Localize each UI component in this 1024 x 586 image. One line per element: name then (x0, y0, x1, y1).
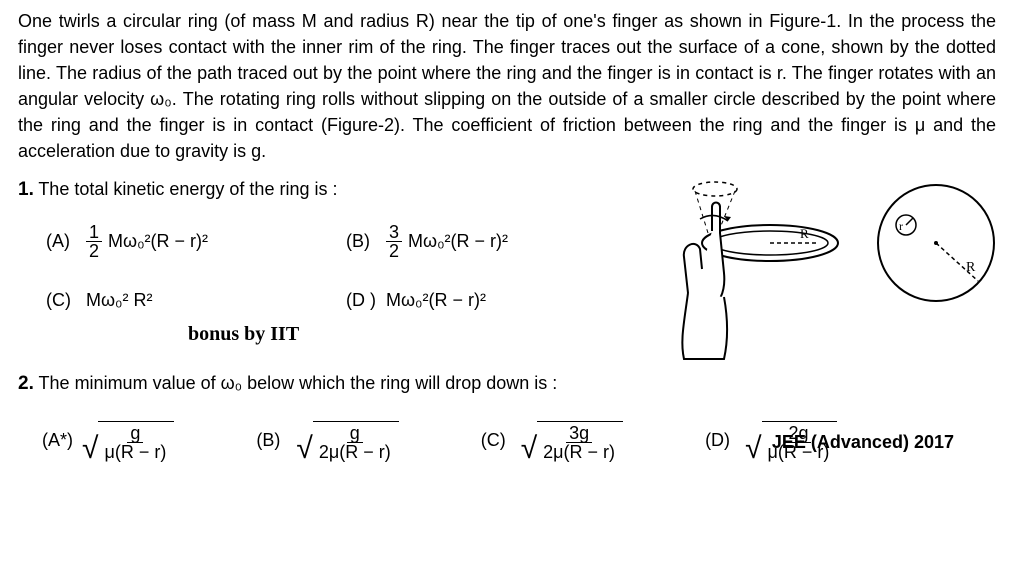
fig1-R-label: R (800, 226, 809, 241)
q2-option-a: (A*) √ g μ(R − r) (42, 421, 174, 461)
q2-a-num: g (127, 424, 143, 443)
q2-number: 2. (18, 373, 34, 394)
q1-b-expr: Mω₀²(R − r)² (408, 231, 508, 252)
figure-2: r R (866, 173, 1006, 313)
q1-option-b: (B) 3 2 Mω₀²(R − r)² (346, 223, 616, 260)
q2-b-num: g (347, 424, 363, 443)
q2-a-den: μ(R − r) (101, 443, 169, 461)
q2-a-sqrt: √ g μ(R − r) (82, 421, 174, 461)
q2-text: The minimum value of ω₀ below which the … (39, 373, 558, 393)
q1-d-label: (D ) (346, 290, 380, 311)
figures-area: R r R (640, 173, 1006, 363)
q1-option-d: (D ) Mω₀²(R − r)² (346, 290, 616, 311)
q1-number: 1. (18, 179, 34, 200)
q1-b-label: (B) (346, 231, 380, 252)
q1-option-c: (C) Mω₀² R² (46, 290, 316, 311)
bonus-note: bonus by IIT (188, 323, 624, 346)
q1-a-den: 2 (86, 242, 102, 260)
radical-icon: √ (82, 440, 98, 458)
q1-c-expr: Mω₀² R² (86, 290, 153, 311)
q1-a-fraction: 1 2 (86, 223, 102, 260)
fig2-R-label: R (966, 260, 976, 275)
radical-icon: √ (745, 440, 761, 458)
q1-c-label: (C) (46, 290, 80, 311)
q1-a-label: (A) (46, 231, 80, 252)
question-1-block: 1. The total kinetic energy of the ring … (18, 179, 624, 346)
q2-option-b: (B) √ g 2μ(R − r) (256, 421, 398, 461)
q1-a-num: 1 (86, 223, 102, 242)
radical-icon: √ (521, 440, 537, 458)
q2-c-num: 3g (566, 424, 592, 443)
q1-b-fraction: 3 2 (386, 223, 402, 260)
q1-options: (A) 1 2 Mω₀²(R − r)² (B) 3 2 Mω₀²(R − r)… (46, 223, 624, 311)
radical-icon: √ (296, 440, 312, 458)
problem-passage: One twirls a circular ring (of mass M an… (18, 8, 1006, 165)
q2-b-label: (B) (256, 430, 290, 451)
exam-tag: JEE (Advanced) 2017 (772, 432, 954, 453)
q2-d-label: (D) (705, 430, 739, 451)
q2-c-den: 2μ(R − r) (540, 443, 618, 461)
q2-option-c: (C) √ 3g 2μ(R − r) (481, 421, 623, 461)
fig2-r-label: r (899, 219, 903, 233)
q1-b-num: 3 (386, 223, 402, 242)
q2-c-sqrt: √ 3g 2μ(R − r) (521, 421, 623, 461)
q1-option-a: (A) 1 2 Mω₀²(R − r)² (46, 223, 316, 260)
q1-b-den: 2 (386, 242, 402, 260)
q2-b-sqrt: √ g 2μ(R − r) (296, 421, 398, 461)
q2-b-den: 2μ(R − r) (316, 443, 394, 461)
question-1-row: 1. The total kinetic energy of the ring … (18, 179, 1006, 363)
q1-a-expr: Mω₀²(R − r)² (108, 231, 208, 252)
q2-c-label: (C) (481, 430, 515, 451)
figure-1: R (640, 173, 840, 363)
q2-a-label: (A*) (42, 430, 76, 451)
q1-text: The total kinetic energy of the ring is … (38, 179, 337, 199)
q1-d-expr: Mω₀²(R − r)² (386, 290, 486, 311)
